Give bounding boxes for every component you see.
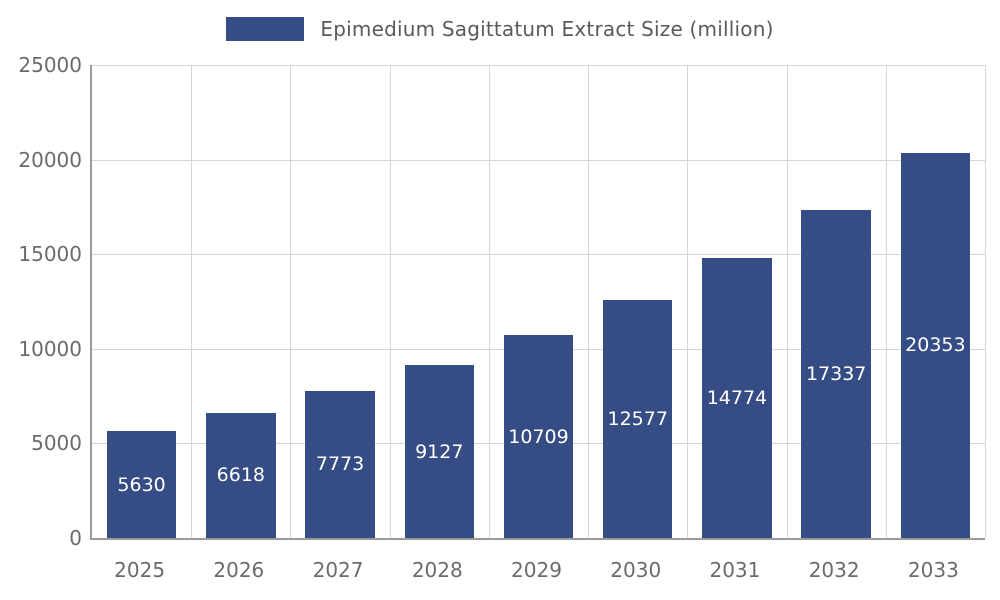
x-tick-label: 2029 [511,558,562,582]
gridline-vertical [389,65,391,538]
y-axis-tick-labels: 0 5000 10000 15000 20000 25000 [0,53,82,550]
x-tick-label: 2033 [907,558,959,582]
bar-2030: 12577 [602,300,673,538]
x-tick-label: 2030 [610,558,662,582]
legend-swatch [226,17,305,41]
gridline-vertical [488,65,490,538]
x-tick-label: 2025 [114,558,166,582]
bar-value-label: 7773 [315,453,365,476]
y-tick-label: 15000 [18,242,82,267]
chart-legend: Epimedium Sagittatum Extract Size (milli… [0,14,1000,44]
gridline-vertical [290,65,292,538]
gridline-vertical [191,65,193,538]
bar-value-label: 14774 [706,387,768,410]
y-tick-label: 25000 [18,53,82,77]
y-tick-label: 0 [69,526,82,550]
bar-2033: 20353 [900,152,971,538]
gridline-vertical [885,65,887,538]
bar-2026: 6618 [206,412,276,538]
x-tick-label: 2026 [213,558,265,582]
gridline-vertical [985,65,986,538]
plot-area: 5630 6618 7773 9127 10709 12577 14774 17337 2035… [90,65,986,540]
gridline-vertical [588,65,590,538]
bar-value-label: 10709 [508,425,569,448]
bar-2031: 14774 [702,258,772,538]
bar-value-label: 17337 [805,362,867,385]
gridline-horizontal [92,254,985,256]
bar-2028: 9127 [404,365,474,538]
x-tick-label: 2027 [312,558,364,582]
bar-value-label: 9127 [415,440,464,463]
y-tick-label: 20000 [18,147,82,172]
gridline-vertical [687,65,689,538]
x-axis-tick-labels: 2025 2026 2027 2028 2029 2030 2031 2032 2033 [90,552,985,586]
bar-2032: 17337 [801,209,871,538]
bar-value-label: 5630 [117,473,166,496]
x-tick-label: 2032 [808,558,860,582]
bar-2025: 5630 [106,431,177,538]
bar-value-label: 6618 [216,464,265,487]
bar-value-label: 12577 [607,408,668,431]
gridline-horizontal [92,65,985,66]
gridline-vertical [786,65,788,538]
bar-2029: 10709 [503,335,574,538]
y-tick-label: 10000 [18,336,82,361]
gridline-horizontal [92,159,985,161]
x-tick-label: 2031 [709,558,761,582]
legend-label: Epimedium Sagittatum Extract Size (milli… [320,17,774,41]
bar-2027: 7773 [305,390,375,538]
y-tick-label: 5000 [31,431,82,456]
bar-value-label: 20353 [905,334,966,357]
x-tick-label: 2028 [411,558,463,582]
